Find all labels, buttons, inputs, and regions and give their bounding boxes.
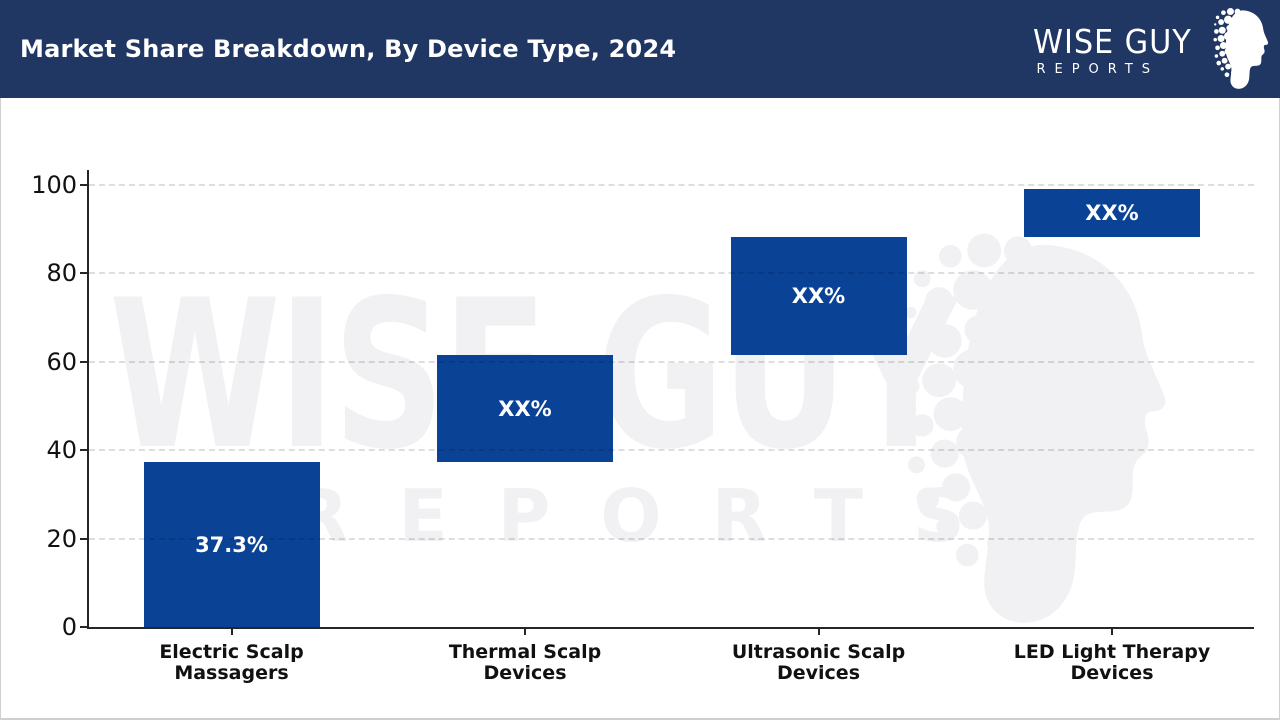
y-gridline — [89, 449, 1254, 452]
x-axis-category-label: Thermal Scalp Devices — [405, 642, 645, 684]
x-axis-category-line: Ultrasonic Scalp — [731, 641, 906, 663]
y-axis-tick-label: 100 — [31, 171, 77, 199]
page-title: Market Share Breakdown, By Device Type, … — [20, 35, 677, 63]
logo-wordmark: WISE GUY — [1033, 21, 1193, 61]
bar-value-label: XX% — [1085, 201, 1139, 226]
x-axis-tick — [230, 627, 233, 635]
x-axis-category-line: Devices — [776, 662, 860, 684]
y-axis-tick-label: 60 — [46, 347, 77, 376]
x-axis-tick — [1111, 627, 1113, 635]
y-axis-tick — [80, 449, 89, 452]
y-axis-tick-label: 20 — [46, 524, 77, 553]
y-axis-tick — [80, 626, 89, 628]
wiseguy-head-icon — [1213, 8, 1269, 89]
x-axis-category-line: Devices — [1070, 662, 1154, 684]
chart-area: WISE GUY REPORTS 0 20 40 60 80 100 37.3% XX% XX%… — [0, 98, 1280, 720]
y-axis-tick — [80, 184, 89, 186]
y-gridline — [89, 360, 1254, 363]
waterfall-bar — [730, 237, 907, 356]
waterfall-bar — [143, 462, 320, 627]
bar-value-label: 37.3% — [195, 532, 268, 557]
y-axis-tick-label: 0 — [61, 613, 77, 641]
y-axis-spine — [87, 170, 89, 629]
y-axis-tick — [80, 537, 89, 540]
x-axis-spine — [87, 627, 1254, 629]
x-axis-tick — [524, 627, 526, 635]
bar-value-label: XX% — [498, 396, 552, 421]
wiseguy-logo: WISE GUY REPORTS — [1033, 6, 1274, 92]
x-axis-category-line: Thermal Scalp — [448, 641, 602, 663]
y-gridline — [89, 184, 1254, 186]
bar-value-label: XX% — [791, 284, 846, 309]
waterfall-chart: 0 20 40 60 80 100 37.3% XX% XX% XX% Electric Scalp… — [1, 98, 1279, 718]
y-axis-tick — [80, 360, 89, 363]
x-axis-category-line: Devices — [483, 662, 567, 684]
y-axis-tick — [80, 272, 89, 275]
x-axis-category-line: Massagers — [174, 662, 289, 684]
x-axis-category-line: Electric Scalp — [159, 641, 304, 663]
waterfall-bar — [1024, 188, 1200, 238]
y-gridline — [89, 537, 1254, 540]
logo-text: WISE GUY REPORTS — [1033, 22, 1206, 77]
x-axis-tick — [817, 627, 820, 635]
x-axis-category-label: LED Light Therapy Devices — [992, 642, 1232, 684]
x-axis-category-label: Ultrasonic Scalp Devices — [699, 642, 939, 684]
logo-subtext: REPORTS — [1036, 61, 1160, 77]
x-axis-category-line: LED Light Therapy — [1013, 641, 1211, 663]
y-axis-tick-label: 40 — [46, 436, 77, 465]
y-gridline — [89, 272, 1254, 275]
waterfall-bar — [437, 355, 613, 463]
header-bar: Market Share Breakdown, By Device Type, … — [0, 0, 1280, 98]
y-axis-tick-label: 80 — [46, 259, 77, 288]
x-axis-category-label: Electric Scalp Massagers — [112, 642, 352, 684]
